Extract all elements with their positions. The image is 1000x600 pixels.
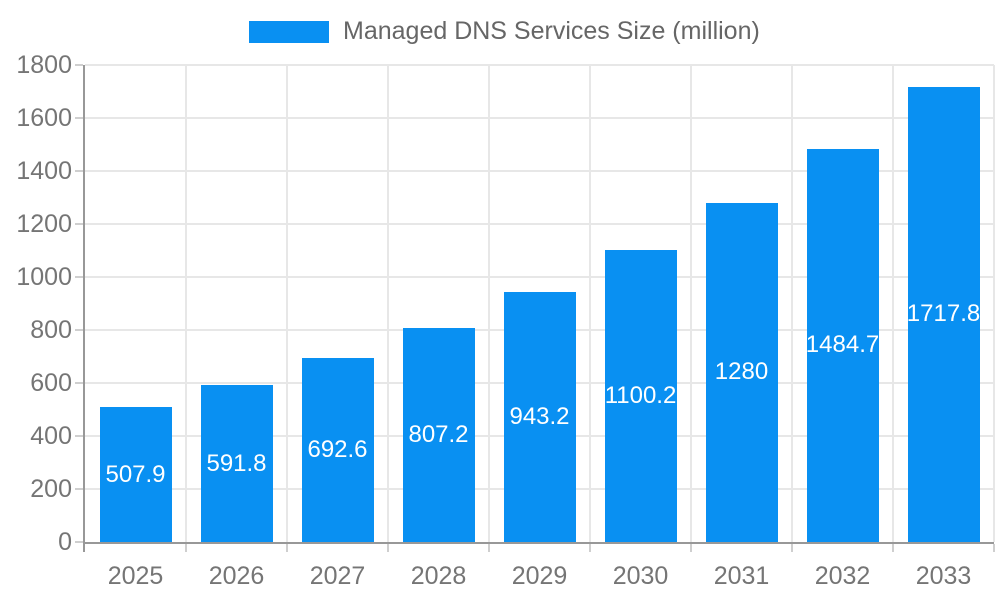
bar-2028[interactable] xyxy=(402,328,475,542)
bar-2030[interactable] xyxy=(604,250,677,542)
x-axis-tick-label: 2030 xyxy=(612,562,669,590)
y-axis-tick-label: 200 xyxy=(30,475,72,503)
gridline-vertical xyxy=(589,65,591,542)
x-axis-tick-label: 2029 xyxy=(511,562,568,590)
bar-value-label: 692.6 xyxy=(307,436,368,464)
y-axis-tick-label: 400 xyxy=(30,422,72,450)
bar-value-label: 1100.2 xyxy=(604,382,677,410)
x-axis-tick-label: 2027 xyxy=(309,562,366,590)
bar-value-label: 591.8 xyxy=(206,449,267,477)
y-axis-tick-label: 1000 xyxy=(16,263,72,291)
bar-2031[interactable] xyxy=(705,202,778,542)
gridline-vertical xyxy=(690,65,692,542)
gridline-horizontal xyxy=(85,276,994,278)
gridline-vertical xyxy=(993,65,995,542)
bar-2029[interactable] xyxy=(503,292,576,542)
gridline-horizontal xyxy=(85,170,994,172)
y-axis-tick xyxy=(75,223,83,225)
x-axis-tick-label: 2033 xyxy=(915,562,972,590)
y-axis-tick xyxy=(75,170,83,172)
x-axis-tick-label: 2025 xyxy=(107,562,164,590)
y-axis-tick-label: 1800 xyxy=(16,51,72,79)
gridline-vertical xyxy=(791,65,793,542)
bar-value-label: 1484.7 xyxy=(805,331,880,359)
x-axis-tick xyxy=(791,544,793,552)
x-axis-tick xyxy=(185,544,187,552)
y-axis-tick xyxy=(75,541,83,543)
gridline-horizontal xyxy=(85,64,994,66)
gridline-vertical xyxy=(387,65,389,542)
y-axis-tick-label: 0 xyxy=(58,528,72,556)
y-axis-tick xyxy=(75,64,83,66)
bar-2027[interactable] xyxy=(301,358,374,542)
x-axis-tick xyxy=(286,544,288,552)
bar-value-label: 1280 xyxy=(714,358,769,386)
x-axis-tick-label: 2031 xyxy=(713,562,770,590)
legend-swatch xyxy=(249,21,329,43)
bar-2032[interactable] xyxy=(806,148,879,542)
y-axis-tick xyxy=(75,435,83,437)
x-axis-tick xyxy=(690,544,692,552)
y-axis-tick-label: 800 xyxy=(30,316,72,344)
gridline-vertical xyxy=(286,65,288,542)
x-axis-tick-label: 2028 xyxy=(410,562,467,590)
x-axis-tick-label: 2032 xyxy=(814,562,871,590)
y-axis-tick-label: 1600 xyxy=(16,104,72,132)
bar-2025[interactable] xyxy=(99,407,172,542)
bar-value-label: 943.2 xyxy=(509,403,570,431)
x-axis-tick xyxy=(488,544,490,552)
x-axis-tick xyxy=(589,544,591,552)
gridline-vertical xyxy=(488,65,490,542)
x-axis-tick xyxy=(892,544,894,552)
y-axis-tick xyxy=(75,276,83,278)
bar-value-label: 1717.8 xyxy=(906,300,981,328)
y-axis-line xyxy=(83,65,85,552)
gridline-horizontal xyxy=(85,117,994,119)
y-axis-tick xyxy=(75,117,83,119)
legend-label: Managed DNS Services Size (million) xyxy=(343,17,760,45)
gridline-horizontal xyxy=(85,223,994,225)
bar-2026[interactable] xyxy=(200,385,273,542)
y-axis-tick xyxy=(75,329,83,331)
x-axis-tick xyxy=(387,544,389,552)
y-axis-tick-label: 1400 xyxy=(16,157,72,185)
bar-value-label: 807.2 xyxy=(408,421,469,449)
y-axis-tick-label: 1200 xyxy=(16,210,72,238)
gridline-vertical xyxy=(185,65,187,542)
bar-value-label: 507.9 xyxy=(105,460,166,488)
x-axis-line xyxy=(83,542,994,544)
gridline-vertical xyxy=(892,65,894,542)
y-axis-tick xyxy=(75,488,83,490)
bar-2033[interactable] xyxy=(907,86,980,542)
x-axis-tick xyxy=(993,544,995,552)
y-axis-tick xyxy=(75,382,83,384)
y-axis-tick-label: 600 xyxy=(30,369,72,397)
x-axis-tick-label: 2026 xyxy=(208,562,265,590)
